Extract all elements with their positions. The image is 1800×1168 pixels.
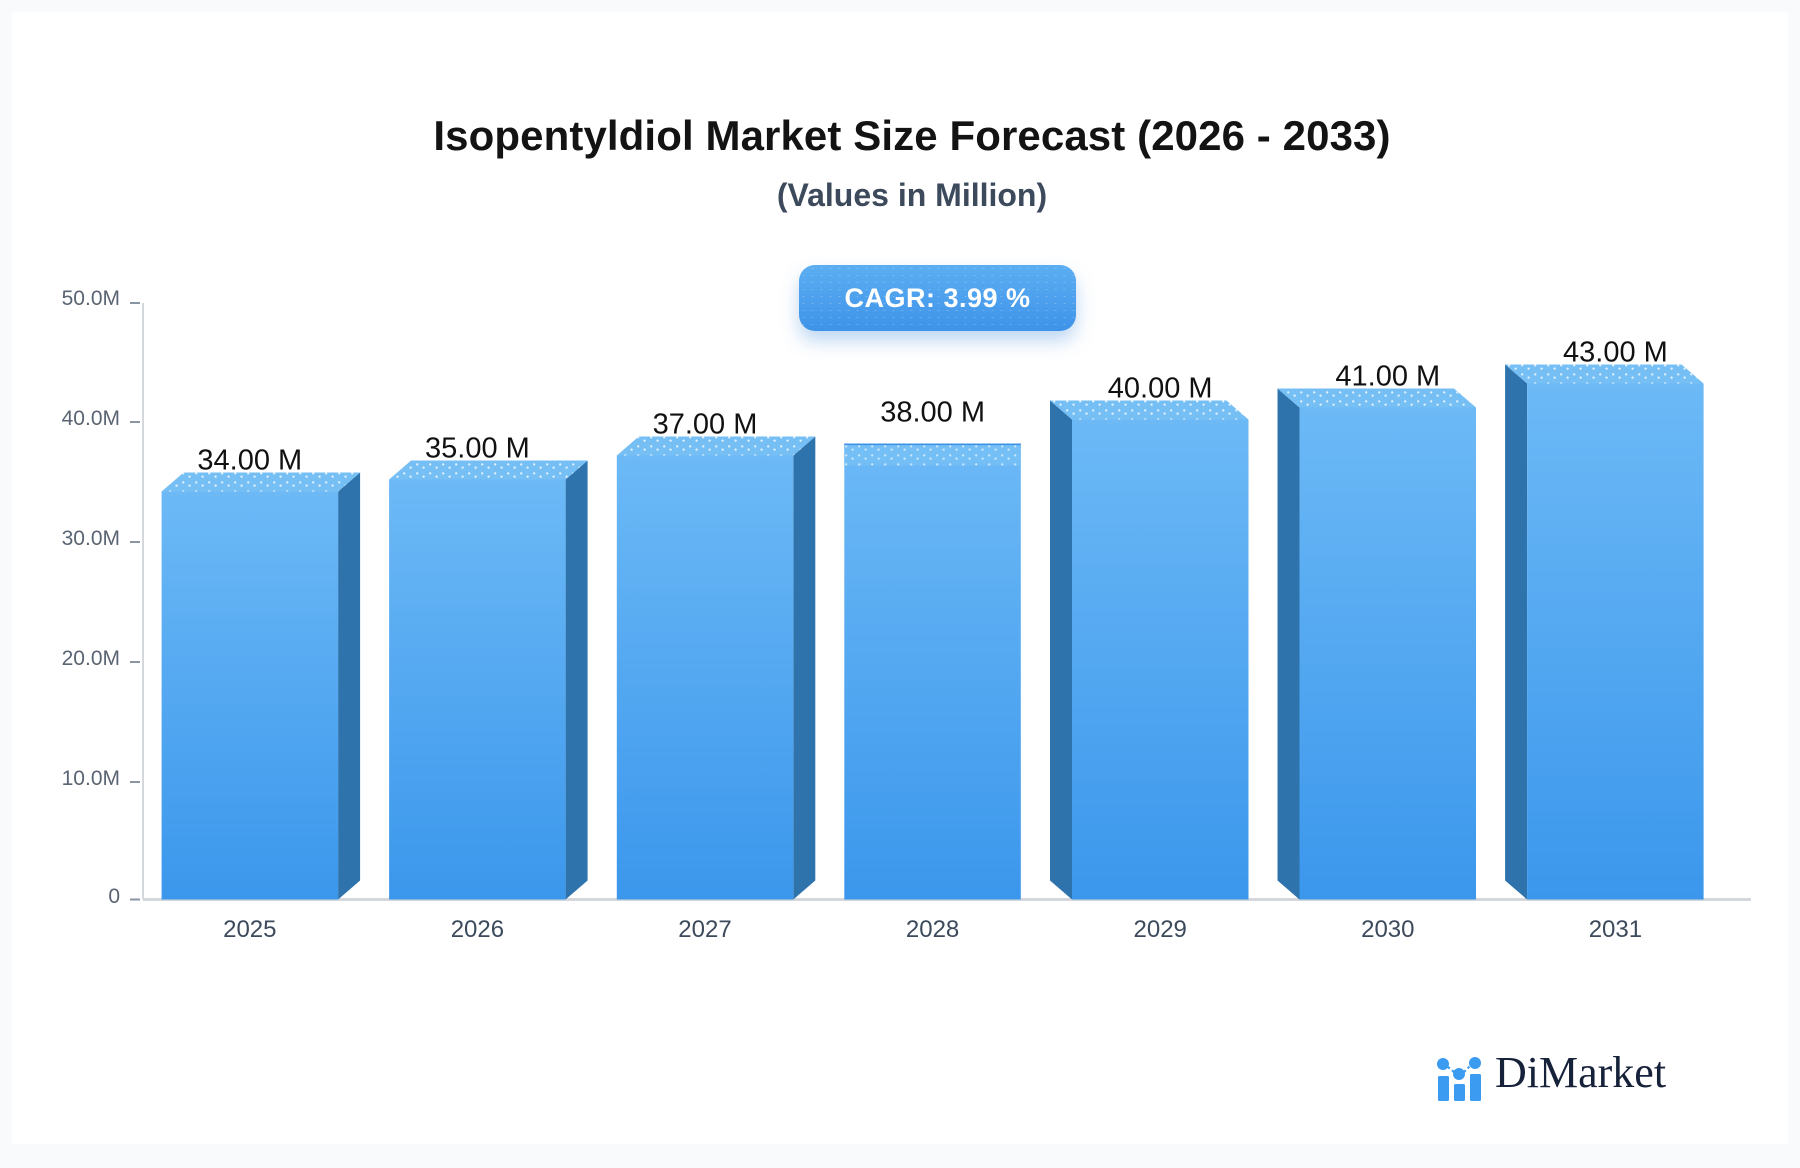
svg-text:30.0M: 30.0M (62, 527, 120, 550)
svg-text:0: 0 (108, 885, 120, 908)
svg-text:2026: 2026 (451, 916, 504, 943)
svg-text:43.00 M: 43.00 M (1563, 337, 1668, 369)
svg-text:40.00 M: 40.00 M (1108, 373, 1213, 405)
svg-text:35.00 M: 35.00 M (425, 433, 530, 465)
svg-text:2025: 2025 (223, 916, 276, 943)
svg-text:50.0M: 50.0M (62, 287, 120, 310)
svg-text:41.00 M: 41.00 M (1335, 361, 1440, 393)
svg-text:2030: 2030 (1361, 916, 1414, 943)
svg-text:37.00 M: 37.00 M (653, 409, 758, 441)
svg-text:2029: 2029 (1134, 916, 1187, 943)
svg-text:10.0M: 10.0M (62, 767, 120, 790)
svg-text:34.00 M: 34.00 M (197, 445, 302, 477)
svg-text:40.0M: 40.0M (62, 407, 120, 430)
svg-text:20.0M: 20.0M (62, 647, 120, 670)
svg-text:2028: 2028 (906, 916, 959, 943)
svg-text:2027: 2027 (678, 916, 731, 943)
svg-text:2031: 2031 (1589, 916, 1642, 943)
svg-text:38.00 M: 38.00 M (880, 397, 985, 429)
